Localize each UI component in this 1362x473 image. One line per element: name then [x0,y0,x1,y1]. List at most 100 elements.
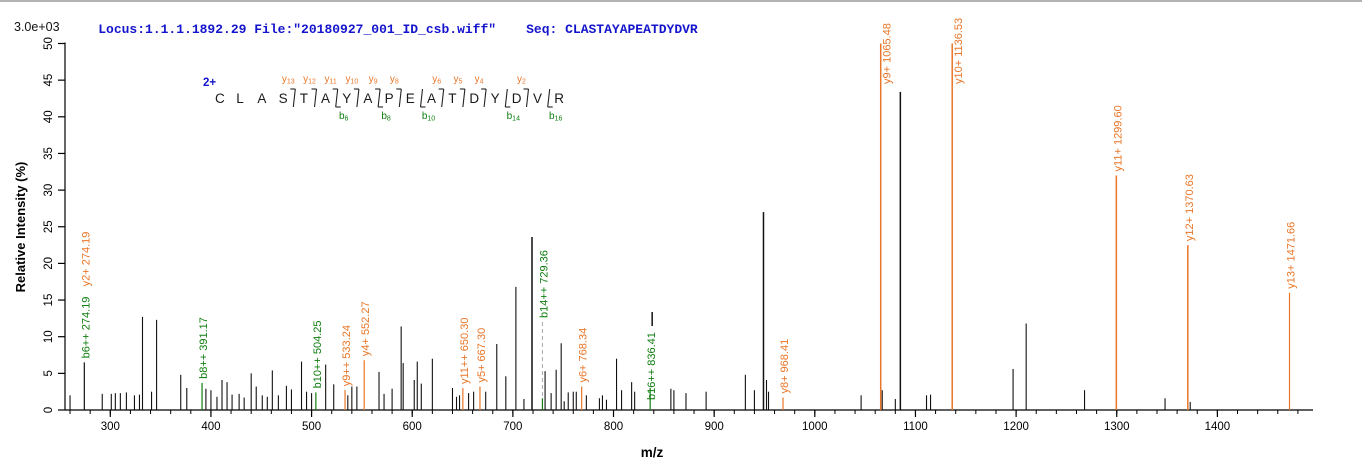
y-ion-label: y6 [432,74,441,86]
cleavage-stroke [313,88,318,108]
ion-label: b10++ 504.25 [312,321,324,389]
residue-letter: D [512,91,522,106]
residue-letter: A [321,91,330,106]
cleavage-stroke [356,88,360,108]
y-ion-label: y2 [517,74,526,86]
residue-letter: A [257,91,266,106]
x-tick-label: 1400 [1205,421,1231,433]
y-tick-label: 10 [43,330,55,343]
residue-letter: L [236,91,244,106]
b-ion-label: b10 [422,111,435,123]
precursor-charge: 2+ [203,77,216,89]
x-tick-label: 1300 [1104,421,1130,433]
b-ion-label: b6 [339,111,349,123]
ion-label: y9++ 533.24 [341,325,353,386]
x-tick-label: 500 [302,421,321,433]
cleavage-stroke [335,88,339,108]
cleavage-stroke [547,88,551,108]
header-seq: Seq: CLASTAYAPEATDYDVR [526,22,698,37]
y-tick-label: 15 [43,294,55,307]
residue-letter: A [427,91,436,106]
x-tick-label: 1000 [802,421,828,433]
residue-letter: V [533,91,542,106]
x-axis-ticks: 300 400 500 600 700 800 900 1000 1100 1200 1300 140… [69,410,1299,433]
residue-letter: T [300,91,308,106]
ion-label: y10+ 1136.53 [953,18,965,84]
cleavage-stroke [292,88,296,108]
y-tick-label: 40 [43,110,55,123]
x-tick-label: 1200 [1003,421,1029,433]
y-tick-label: 30 [43,184,55,197]
ion-label: b14++ 729.36 [538,250,550,318]
y-tick-label: 20 [43,257,55,270]
residue-letter: P [385,91,394,106]
residue-letter: R [554,91,564,106]
ion-label: y11+ 1299.60 [1112,105,1124,171]
b-ion-label: b8 [381,111,391,123]
residue-letter: Y [491,91,500,106]
residue-letter: D [469,91,479,106]
ion-label: y2+ 274.19 [80,232,92,287]
residue-letter: S [279,91,288,106]
residue-letter: C [215,91,225,106]
peaks [69,91,1191,410]
ion-label: b8++ 391.17 [198,317,210,379]
x-tick-label: 400 [201,421,220,433]
y-tick-label: 25 [43,220,55,233]
y-tick-label: 5 [43,370,55,376]
intensity-scale-label: 3.0e+03 [14,20,60,34]
y-tick-label: 50 [43,37,55,50]
cleavage-stroke [462,88,466,108]
spectrum-header: Locus:1.1.1.1892.29 File:"20180927_001_I… [67,7,698,52]
y-axis-ticks: 0 5 10 15 20 25 30 35 40 45 50 [43,37,65,413]
ion-label: y5+ 667.30 [476,328,488,383]
cleavage-stroke [483,88,487,108]
cleavage-stroke [441,88,445,108]
ion-label: y12+ 1370.63 [1184,174,1196,241]
y-axis-title: Relative Intensity (%) [13,162,28,293]
y-ion-label: y5 [453,74,462,86]
y-ion-label: y4 [475,74,484,86]
y-tick-label: 35 [43,147,55,160]
x-axis-title: m/z [641,445,664,460]
y-ion-label: y10 [346,74,359,86]
cleavage-stroke [398,88,402,108]
annotated-peaks: b6++ 274.19 y2+ 274.19 b8++ 391.17 b10++ 50… [80,18,1298,410]
y-ion-label: y8 [390,74,399,86]
residue-letter: A [363,91,372,106]
cleavage-stroke [419,88,424,108]
b-ion-label: b14 [507,111,520,123]
b-ion-label: b16 [549,111,562,123]
y-ion-label: y11 [325,74,337,86]
ion-label: b6++ 274.19 [80,297,92,359]
cleavage-stroke [525,88,530,108]
ion-label: y11++ 650.30 [459,318,471,384]
y-tick-label: 45 [43,74,55,87]
ion-label: y8+ 968.41 [779,339,791,394]
ion-label: y4+ 552.27 [360,301,372,356]
cleavage-stroke [504,88,508,108]
ion-label: b16++ 836.41 [646,332,658,400]
x-tick-label: 700 [503,421,522,433]
residue-letter: T [448,91,456,106]
x-tick-label: 300 [101,421,120,433]
ion-label: y9+ 1065.48 [882,23,894,84]
y-tick-label: 0 [43,407,55,413]
y-ion-label: y9 [369,74,378,86]
ion-label: y13+ 1471.66 [1286,222,1298,289]
window-top-border [0,0,1362,2]
y-ion-label: y13 [282,74,295,86]
y-ion-label: y12 [303,74,316,86]
residue-letter: E [406,91,415,106]
header-locus-file: Locus:1.1.1.1892.29 File:"20180927_001_I… [98,22,497,37]
x-tick-label: 600 [403,421,422,433]
x-tick-label: 900 [705,421,724,433]
x-tick-label: 1100 [903,421,928,433]
residue-letter: Y [342,91,351,106]
axes [64,42,1313,411]
ion-label: y6+ 768.34 [578,328,590,383]
x-tick-label: 800 [604,421,623,433]
